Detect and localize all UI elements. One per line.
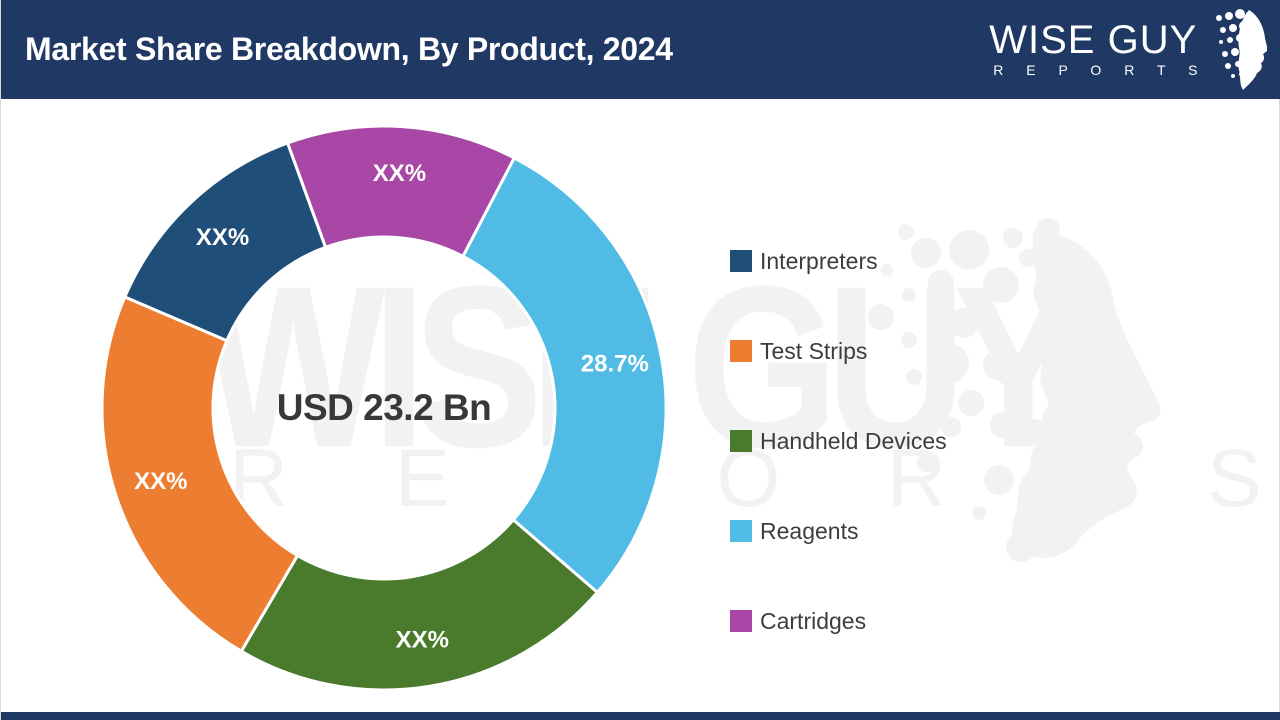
legend-item-reagents[interactable]: Reagents — [730, 517, 947, 544]
brand-logo-text: WISE GUY — [989, 18, 1198, 62]
legend-label: Test Strips — [760, 337, 868, 364]
footer-bar — [1, 712, 1280, 720]
legend-label: Cartridges — [760, 607, 867, 634]
brand-logo: WISE GUY R E P O R T S — [989, 20, 1207, 78]
brand-logo-subtext: R E P O R T S — [993, 62, 1207, 78]
segment-value-label: XX% — [196, 224, 249, 251]
legend-item-cartridges[interactable]: Cartridges — [730, 607, 947, 634]
legend-item-handheld-devices[interactable]: Handheld Devices — [730, 427, 947, 454]
legend-item-interpreters[interactable]: Interpreters — [730, 247, 947, 274]
legend-label: Interpreters — [760, 247, 878, 274]
legend-item-test-strips[interactable]: Test Strips — [730, 337, 947, 364]
segment-value-label: XX% — [134, 468, 187, 495]
legend-swatch — [730, 520, 752, 542]
header-bar: Market Share Breakdown, By Product, 2024… — [1, 0, 1280, 99]
donut-segment-reagents[interactable] — [461, 156, 668, 594]
legend: Interpreters Test Strips Handheld Devices R… — [730, 247, 947, 700]
chart-center-value: USD 23.2 Bn — [276, 387, 492, 428]
donut-segment-interpreters[interactable] — [123, 141, 328, 343]
donut-segment-handheld-devices[interactable] — [239, 518, 599, 692]
legend-label: Reagents — [760, 517, 859, 544]
segment-value-label: XX% — [396, 626, 449, 653]
legend-swatch — [730, 340, 752, 362]
segment-value-label: 28.7% — [581, 350, 649, 377]
legend-swatch — [730, 610, 752, 632]
donut-segment-test-strips[interactable] — [100, 295, 299, 653]
segment-value-label: XX% — [373, 160, 426, 187]
legend-swatch — [730, 250, 752, 272]
page-title: Market Share Breakdown, By Product, 2024 — [25, 31, 673, 67]
brand-logo-head-icon — [1216, 9, 1267, 90]
legend-label: Handheld Devices — [760, 427, 947, 454]
legend-swatch — [730, 430, 752, 452]
